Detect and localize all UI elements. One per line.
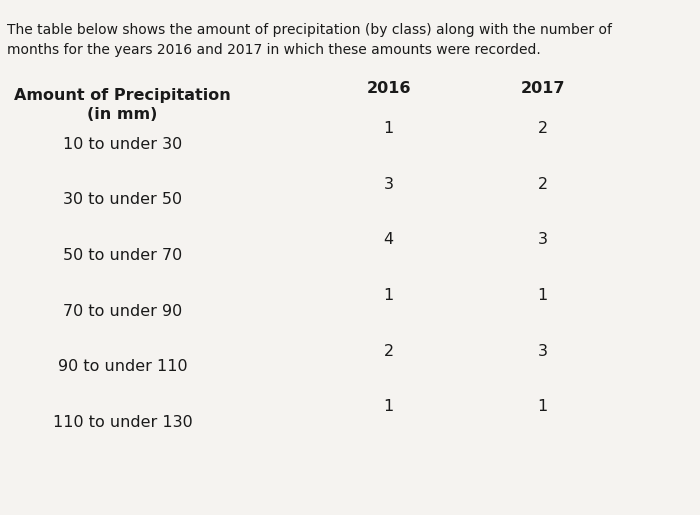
Text: 3: 3 <box>538 232 547 248</box>
Text: 50 to under 70: 50 to under 70 <box>63 248 182 263</box>
Text: 10 to under 30: 10 to under 30 <box>63 136 182 152</box>
Text: 2016: 2016 <box>366 81 411 96</box>
Text: 3: 3 <box>384 177 393 192</box>
Text: 1: 1 <box>384 288 393 303</box>
Text: 2: 2 <box>384 344 393 359</box>
Text: 110 to under 130: 110 to under 130 <box>52 415 192 430</box>
Text: 2: 2 <box>538 177 547 192</box>
Text: 70 to under 90: 70 to under 90 <box>63 303 182 319</box>
Text: 3: 3 <box>538 344 547 359</box>
Text: 2: 2 <box>538 121 547 136</box>
Text: 2017: 2017 <box>520 81 565 96</box>
Text: 1: 1 <box>538 288 547 303</box>
Text: 30 to under 50: 30 to under 50 <box>63 192 182 208</box>
Text: Amount of Precipitation
(in mm): Amount of Precipitation (in mm) <box>14 88 231 123</box>
Text: The table below shows the amount of precipitation (by class) along with the numb: The table below shows the amount of prec… <box>7 23 612 57</box>
Text: 1: 1 <box>384 399 393 415</box>
Text: 4: 4 <box>384 232 393 248</box>
Text: 1: 1 <box>384 121 393 136</box>
Text: 90 to under 110: 90 to under 110 <box>57 359 188 374</box>
Text: 1: 1 <box>538 399 547 415</box>
